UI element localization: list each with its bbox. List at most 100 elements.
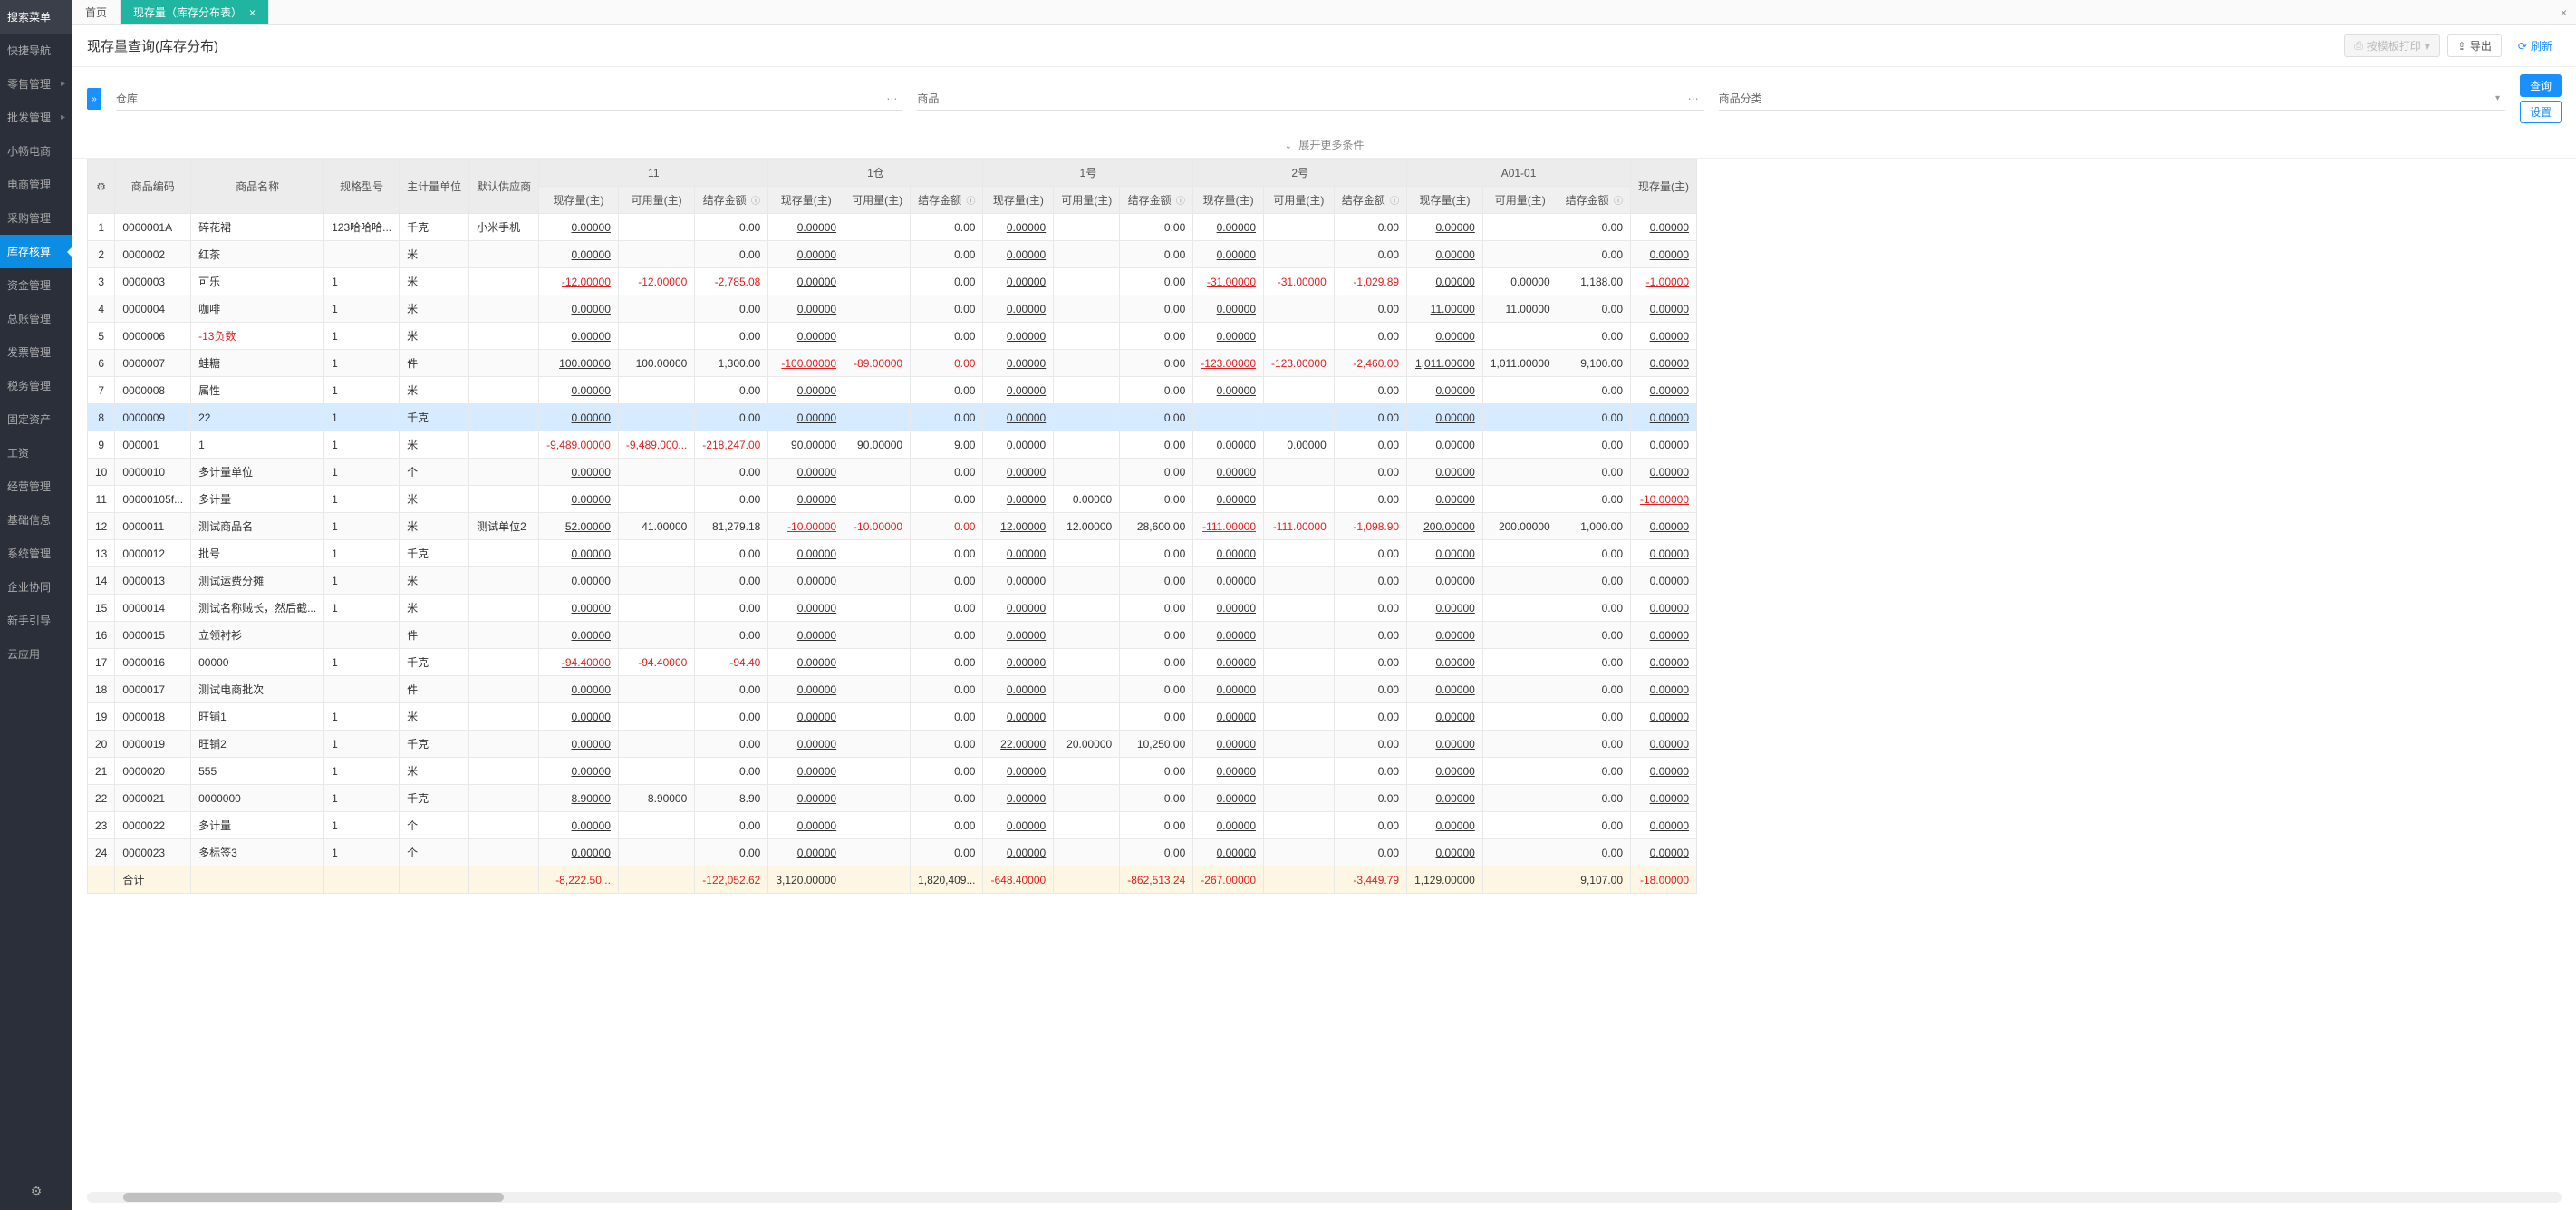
cell-link[interactable]: 0.00000: [1435, 847, 1474, 859]
cell-link[interactable]: 0.00000: [797, 330, 836, 343]
cell-link[interactable]: 0.00000: [1435, 738, 1474, 750]
cell-link[interactable]: -9,489.00000: [546, 439, 611, 451]
cell-link[interactable]: 0.00000: [1435, 330, 1474, 343]
table-row[interactable]: 100000010多计量单位1个0.000000.000.000000.000.…: [88, 459, 1697, 486]
tab-首页[interactable]: 首页: [72, 0, 121, 24]
sidebar-item-系统管理[interactable]: 系统管理: [0, 537, 72, 570]
cell-link[interactable]: 0.00000: [797, 384, 836, 397]
cell-link[interactable]: 0.00000: [797, 221, 836, 234]
cell-link[interactable]: 0.00000: [1217, 248, 1256, 261]
cell-link[interactable]: 0.00000: [1007, 819, 1046, 832]
cell-link[interactable]: 0.00000: [572, 575, 611, 587]
table-row[interactable]: 22000002100000001千克8.900008.900008.900.0…: [88, 785, 1697, 812]
cell-link[interactable]: 0.00000: [1217, 819, 1256, 832]
table-row[interactable]: 50000006-13负数1米0.000000.000.000000.000.0…: [88, 323, 1697, 350]
cell-link[interactable]: 0.00000: [1650, 792, 1689, 805]
cell-link[interactable]: 0.00000: [797, 656, 836, 669]
sidebar-item-总账管理[interactable]: 总账管理: [0, 302, 72, 335]
sidebar-item-批发管理[interactable]: 批发管理▸: [0, 101, 72, 134]
cell-link[interactable]: 0.00000: [572, 683, 611, 696]
cell-link[interactable]: 0.00000: [572, 629, 611, 642]
cell-link[interactable]: 0.00000: [572, 602, 611, 615]
cell-link[interactable]: 52.00000: [565, 520, 611, 533]
cell-link[interactable]: 0.00000: [572, 384, 611, 397]
cell-link[interactable]: 0.00000: [1217, 629, 1256, 642]
cell-link[interactable]: 0.00000: [1650, 221, 1689, 234]
info-icon[interactable]: ⓘ: [751, 197, 760, 207]
cell-link[interactable]: 0.00000: [1650, 547, 1689, 560]
cell-link[interactable]: 0.00000: [1007, 765, 1046, 778]
cell-link[interactable]: 0.00000: [797, 738, 836, 750]
sidebar-item-企业协同[interactable]: 企业协同: [0, 570, 72, 604]
cell-link[interactable]: 0.00000: [1435, 629, 1474, 642]
cell-link[interactable]: 8.90000: [572, 792, 611, 805]
table-row[interactable]: 20000002红茶米0.000000.000.000000.000.00000…: [88, 241, 1697, 268]
cell-link[interactable]: 0.00000: [797, 575, 836, 587]
cell-link[interactable]: 0.00000: [1007, 847, 1046, 859]
cell-link[interactable]: 0.00000: [1007, 547, 1046, 560]
sidebar-item-快捷导航[interactable]: 快捷导航: [0, 34, 72, 67]
cell-link[interactable]: 1,011.00000: [1415, 357, 1475, 370]
sidebar-item-基础信息[interactable]: 基础信息: [0, 503, 72, 537]
cell-link[interactable]: 0.00000: [1435, 411, 1474, 424]
cell-link[interactable]: 0.00000: [797, 493, 836, 506]
cell-link[interactable]: 0.00000: [797, 711, 836, 723]
cell-link[interactable]: 0.00000: [1007, 411, 1046, 424]
chevron-down-icon[interactable]: ▾: [2490, 93, 2505, 103]
cell-link[interactable]: 0.00000: [1007, 575, 1046, 587]
more-icon[interactable]: ⋯: [1683, 92, 1704, 105]
cell-link[interactable]: 0.00000: [572, 493, 611, 506]
cell-link[interactable]: 0.00000: [797, 547, 836, 560]
sidebar-item-采购管理[interactable]: 采购管理: [0, 201, 72, 235]
cell-link[interactable]: 0.00000: [797, 303, 836, 315]
scrollbar-thumb[interactable]: [123, 1193, 504, 1202]
info-icon[interactable]: ⓘ: [1390, 197, 1399, 207]
cell-link[interactable]: 0.00000: [797, 683, 836, 696]
cell-link[interactable]: 0.00000: [572, 248, 611, 261]
cell-link[interactable]: 0.00000: [1007, 357, 1046, 370]
cell-link[interactable]: 0.00000: [1435, 683, 1474, 696]
col-gear[interactable]: ⚙: [88, 160, 115, 214]
cell-link[interactable]: 0.00000: [1650, 765, 1689, 778]
cell-link[interactable]: 0.00000: [572, 221, 611, 234]
cell-link[interactable]: 0.00000: [797, 847, 836, 859]
cell-link[interactable]: 0.00000: [572, 847, 611, 859]
cell-link[interactable]: -10.00000: [787, 520, 836, 533]
cell-link[interactable]: 0.00000: [797, 248, 836, 261]
cell-link[interactable]: 0.00000: [1007, 303, 1046, 315]
info-icon[interactable]: ⓘ: [1176, 197, 1185, 207]
table-row[interactable]: 80000009221千克0.000000.000.000000.000.000…: [88, 404, 1697, 431]
cell-link[interactable]: -10.00000: [1640, 493, 1689, 506]
sidebar-item-发票管理[interactable]: 发票管理: [0, 335, 72, 369]
cell-link[interactable]: 0.00000: [797, 792, 836, 805]
cell-link[interactable]: 0.00000: [1435, 656, 1474, 669]
cell-link[interactable]: 12.00000: [1000, 520, 1046, 533]
table-row[interactable]: 40000004咖啡1米0.000000.000.000000.000.0000…: [88, 295, 1697, 323]
cell-link[interactable]: 0.00000: [1435, 547, 1474, 560]
table-row[interactable]: 120000011测试商品名1米测试单位252.0000041.0000081,…: [88, 513, 1697, 540]
cell-link[interactable]: 0.00000: [1217, 330, 1256, 343]
cell-link[interactable]: 0.00000: [1007, 711, 1046, 723]
table-row[interactable]: 2100000205551米0.000000.000.000000.000.00…: [88, 758, 1697, 785]
cell-link[interactable]: 0.00000: [1650, 466, 1689, 479]
sidebar-item-零售管理[interactable]: 零售管理▸: [0, 67, 72, 101]
cell-link[interactable]: 0.00000: [1435, 493, 1474, 506]
cell-link[interactable]: 0.00000: [1217, 765, 1256, 778]
cell-link[interactable]: 0.00000: [1650, 847, 1689, 859]
cell-link[interactable]: -31.00000: [1207, 276, 1256, 288]
cell-link[interactable]: 0.00000: [1217, 711, 1256, 723]
cell-link[interactable]: 0.00000: [1217, 738, 1256, 750]
refresh-button[interactable]: ⟳ 刷新: [2509, 35, 2562, 56]
cell-link[interactable]: 0.00000: [1007, 276, 1046, 288]
cell-link[interactable]: 0.00000: [1217, 792, 1256, 805]
cell-link[interactable]: 0.00000: [1650, 303, 1689, 315]
cell-link[interactable]: 0.00000: [572, 466, 611, 479]
cell-link[interactable]: 0.00000: [1007, 330, 1046, 343]
cell-link[interactable]: 200.00000: [1423, 520, 1475, 533]
cell-link[interactable]: 0.00000: [1217, 547, 1256, 560]
cell-link[interactable]: -123.00000: [1201, 357, 1256, 370]
cell-link[interactable]: 0.00000: [1217, 466, 1256, 479]
info-icon[interactable]: ⓘ: [966, 197, 975, 207]
expand-filters-toggle[interactable]: ⌄ 展开更多条件: [72, 131, 2576, 159]
sidebar-item-搜索菜单[interactable]: 搜索菜单: [0, 0, 72, 34]
